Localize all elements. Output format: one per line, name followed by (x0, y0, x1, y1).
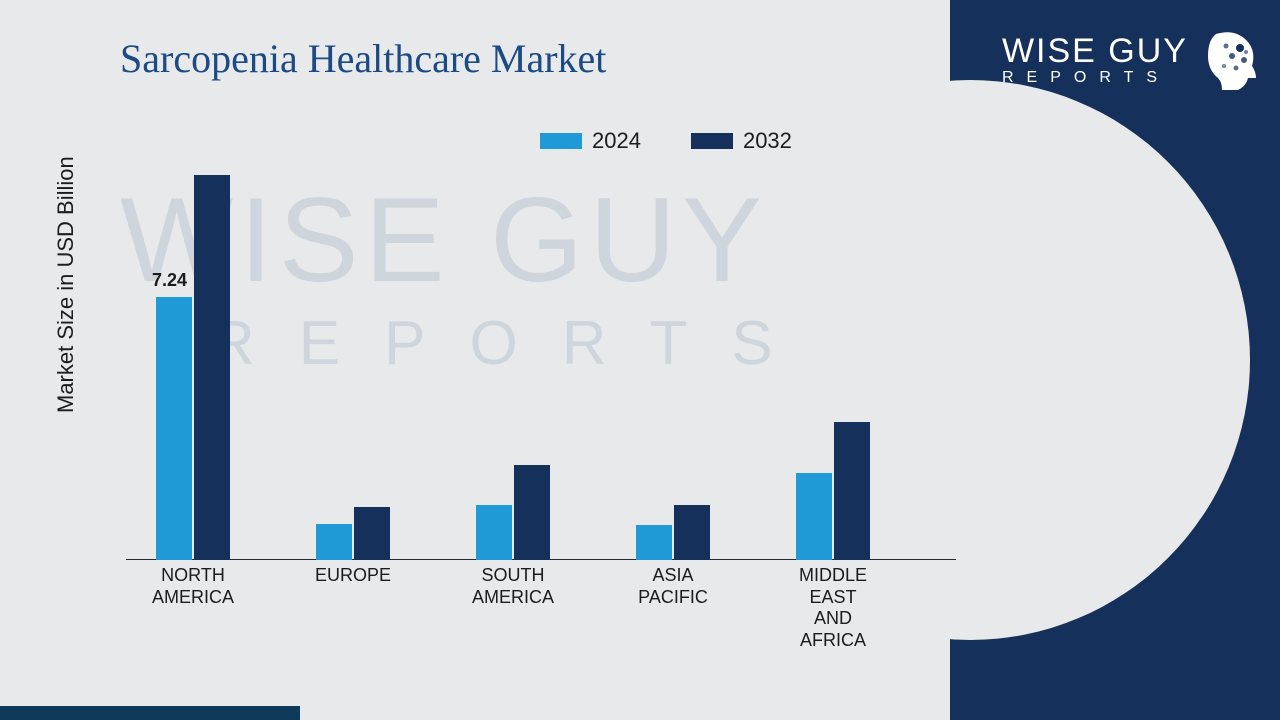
legend-item-2024: 2024 (540, 128, 641, 154)
bar-2024 (476, 505, 512, 560)
plot-region: 7.24NORTHAMERICAEUROPESOUTHAMERICAASIAPA… (126, 160, 956, 560)
legend-swatch-2024 (540, 133, 582, 149)
chart-area: Market Size in USD Billion 7.24NORTHAMER… (56, 160, 956, 620)
y-axis-label: Market Size in USD Billion (53, 156, 79, 413)
bar-group (476, 465, 550, 560)
bar-2032 (514, 465, 550, 560)
legend-swatch-2032 (691, 133, 733, 149)
category-label: ASIAPACIFIC (596, 565, 750, 608)
bar-2032 (354, 507, 390, 560)
bar-group (156, 175, 230, 560)
bar-group (796, 422, 870, 560)
brand-logo: WISE GUY REPORTS (970, 28, 1260, 92)
bar-2032 (194, 175, 230, 560)
legend-item-2032: 2032 (691, 128, 792, 154)
bar-value-label: 7.24 (152, 270, 187, 291)
chart-title: Sarcopenia Healthcare Market (120, 35, 606, 82)
brand-line2: REPORTS (1002, 70, 1170, 86)
bar-2024 (796, 473, 832, 560)
category-label: SOUTHAMERICA (436, 565, 590, 608)
legend-label-2032: 2032 (743, 128, 792, 154)
legend: 2024 2032 (540, 128, 792, 154)
brand-panel (950, 0, 1280, 720)
bar-2024 (156, 297, 192, 560)
bar-2024 (316, 524, 352, 560)
bar-2032 (834, 422, 870, 560)
brand-head-icon (1196, 28, 1260, 92)
footer-accent-strip (0, 706, 300, 720)
legend-label-2024: 2024 (592, 128, 641, 154)
category-label: EUROPE (276, 565, 430, 587)
bar-group (316, 507, 390, 560)
brand-line1: WISE GUY (1002, 34, 1188, 68)
category-label: NORTHAMERICA (116, 565, 270, 608)
bar-2024 (636, 525, 672, 560)
bar-group (636, 505, 710, 560)
category-label: MIDDLEEASTANDAFRICA (756, 565, 910, 651)
bar-2032 (674, 505, 710, 560)
